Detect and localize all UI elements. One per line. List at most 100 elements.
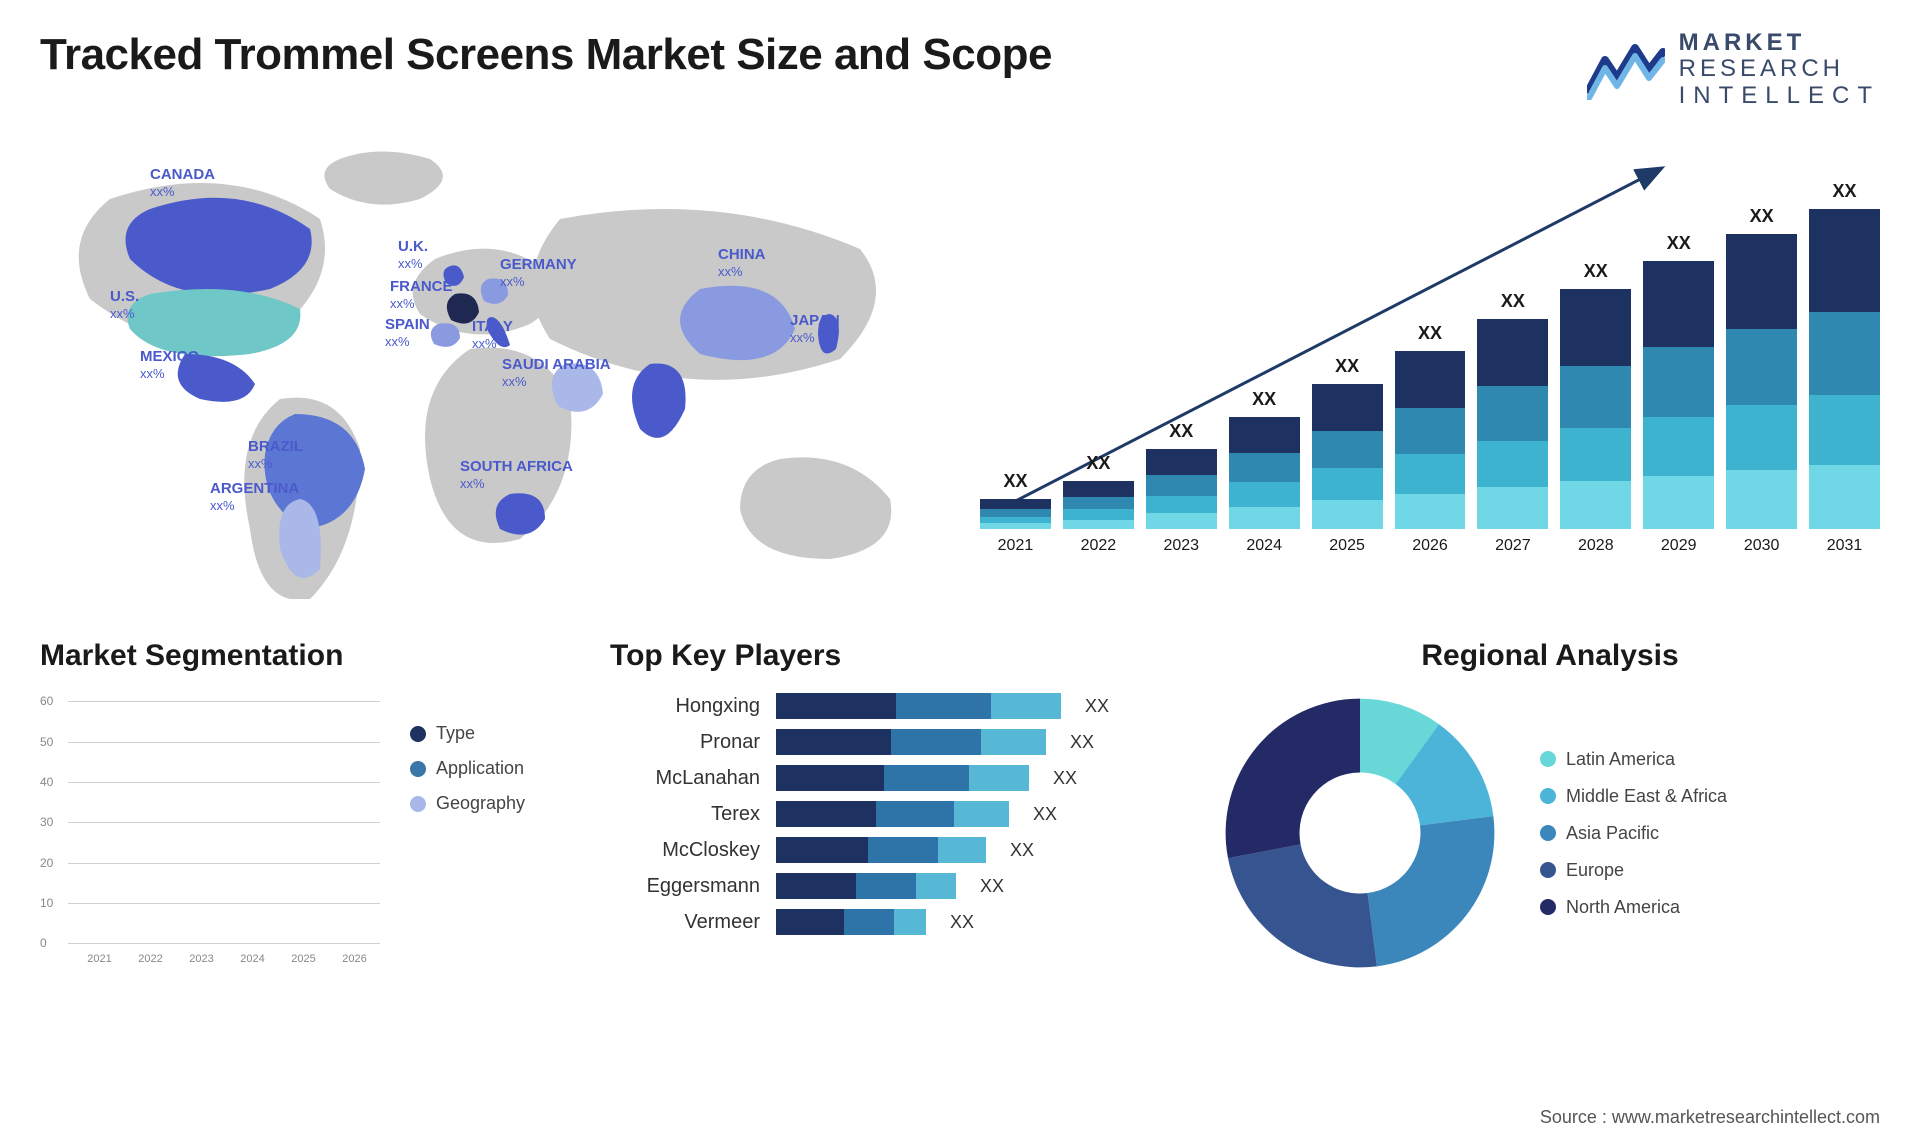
growth-bar-chart: XX2021XX2022XX2023XX2024XX2025XX2026XX20… [980,139,1880,559]
player-value: XX [1010,840,1034,861]
player-row-terex: Terex XX [610,801,1170,827]
donut-slice-north-america [1226,699,1360,859]
growth-bar-2029: XX2029 [1643,261,1714,529]
player-name: McCloskey [610,839,760,862]
seg-legend-item: Geography [410,793,525,814]
regional-legend-item: Europe [1540,860,1727,881]
growth-bar-year: 2031 [1827,537,1863,555]
map-label-saudiarabia: SAUDI ARABIAxx% [502,357,611,390]
growth-bar-value: XX [1667,233,1691,254]
seg-ylabel: 60 [40,694,53,708]
seg-xlabel: 2022 [138,953,162,965]
brand-logo-icon [1587,40,1665,100]
players-panel: Top Key Players HongxingXXPronarXXMcLana… [610,639,1170,973]
growth-bar-value: XX [1003,471,1027,492]
world-map-section: CANADAxx% U.S.xx%MEXICOxx% BRAZILxx% ARGENT… [40,139,940,599]
seg-ylabel: 50 [40,735,53,749]
map-label-us: U.S.xx% [110,289,139,322]
player-bar [776,837,986,863]
map-label-japan: JAPANxx% [790,313,840,346]
player-row-eggersmann: EggersmannXX [610,873,1170,899]
segmentation-legend: Type Application Geography [410,693,525,973]
regional-legend-item: Latin America [1540,749,1727,770]
seg-xlabel: 2025 [291,953,315,965]
growth-bar-value: XX [1252,389,1276,410]
player-name: Eggersmann [610,875,760,898]
segmentation-title: Market Segmentation [40,639,560,673]
growth-bar-2030: XX2030 [1726,234,1797,529]
brand-logo-line1: MARKET [1679,30,1880,56]
growth-bar-2031: XX2031 [1809,209,1880,529]
growth-bar-year: 2021 [998,537,1034,555]
growth-bar-year: 2029 [1661,537,1697,555]
seg-ylabel: 30 [40,815,53,829]
brand-logo-line3: INTELLECT [1679,83,1880,109]
growth-bar-year: 2023 [1163,537,1199,555]
map-label-canada: CANADAxx% [150,167,215,200]
map-label-southafrica: SOUTH AFRICAxx% [460,459,573,492]
player-name: Vermeer [610,911,760,934]
regional-title: Regional Analysis [1220,639,1880,673]
map-label-uk: U.K.xx% [398,239,428,272]
seg-ylabel: 10 [40,896,53,910]
growth-bar-value: XX [1169,421,1193,442]
map-label-brazil: BRAZILxx% [248,439,303,472]
donut-slice-asia-pacific [1368,816,1495,966]
player-name: McLanahan [610,767,760,790]
map-label-mexico: MEXICOxx% [140,349,199,382]
seg-xlabel: 2023 [189,953,213,965]
player-value: XX [1033,804,1057,825]
map-label-china: CHINAxx% [718,247,766,280]
growth-bar-year: 2030 [1744,537,1780,555]
map-label-germany: GERMANYxx% [500,257,577,290]
growth-bar-value: XX [1750,206,1774,227]
player-bar [776,693,1061,719]
growth-bar-2024: XX2024 [1229,417,1300,529]
regional-legend: Latin AmericaMiddle East & AfricaAsia Pa… [1540,749,1727,918]
growth-bar-2027: XX2027 [1477,319,1548,529]
growth-bar-year: 2022 [1081,537,1117,555]
growth-bar-value: XX [1335,356,1359,377]
growth-bar-value: XX [1833,181,1857,202]
growth-bar-year: 2026 [1412,537,1448,555]
player-value: XX [1085,696,1109,717]
map-label-argentina: ARGENTINAxx% [210,481,299,514]
player-row-mccloskey: McCloskey XX [610,837,1170,863]
growth-bar-year: 2025 [1329,537,1365,555]
player-bar [776,765,1029,791]
regional-legend-item: Asia Pacific [1540,823,1727,844]
donut-slice-europe [1228,845,1377,968]
brand-logo: MARKET RESEARCH INTELLECT [1587,30,1880,109]
player-row-vermeer: Vermeer XX [610,909,1170,935]
map-label-india: INDIAxx% [642,379,683,412]
map-label-france: FRANCExx% [390,279,453,312]
player-row-mclanahan: McLanahan XX [610,765,1170,791]
player-row-hongxing: Hongxing XX [610,693,1170,719]
map-label-spain: SPAINxx% [385,317,430,350]
growth-bar-value: XX [1584,261,1608,282]
seg-legend-item: Application [410,758,525,779]
players-title: Top Key Players [610,639,1170,673]
growth-bar-year: 2024 [1246,537,1282,555]
players-chart: HongxingXXPronarXXMcLanahanXXTerexXXMcCl… [610,693,1170,935]
regional-donut [1220,693,1500,973]
player-name: Terex [610,803,760,826]
brand-logo-line2: RESEARCH [1679,56,1880,82]
growth-bar-2028: XX2028 [1560,289,1631,529]
player-value: XX [1053,768,1077,789]
growth-bar-value: XX [1418,323,1442,344]
growth-bar-2023: XX2023 [1146,449,1217,529]
seg-legend-item: Type [410,723,525,744]
growth-bar-year: 2027 [1495,537,1531,555]
player-bar [776,729,1046,755]
player-value: XX [950,912,974,933]
source-text: Source : www.marketresearchintellect.com [1540,1107,1880,1128]
player-name: Hongxing [610,695,760,718]
regional-panel: Regional Analysis Latin AmericaMiddle Ea… [1220,639,1880,973]
player-bar [776,873,956,899]
growth-bar-2026: XX2026 [1395,351,1466,529]
seg-xlabel: 2026 [342,953,366,965]
growth-bar-year: 2028 [1578,537,1614,555]
seg-ylabel: 20 [40,856,53,870]
growth-bar-value: XX [1501,291,1525,312]
